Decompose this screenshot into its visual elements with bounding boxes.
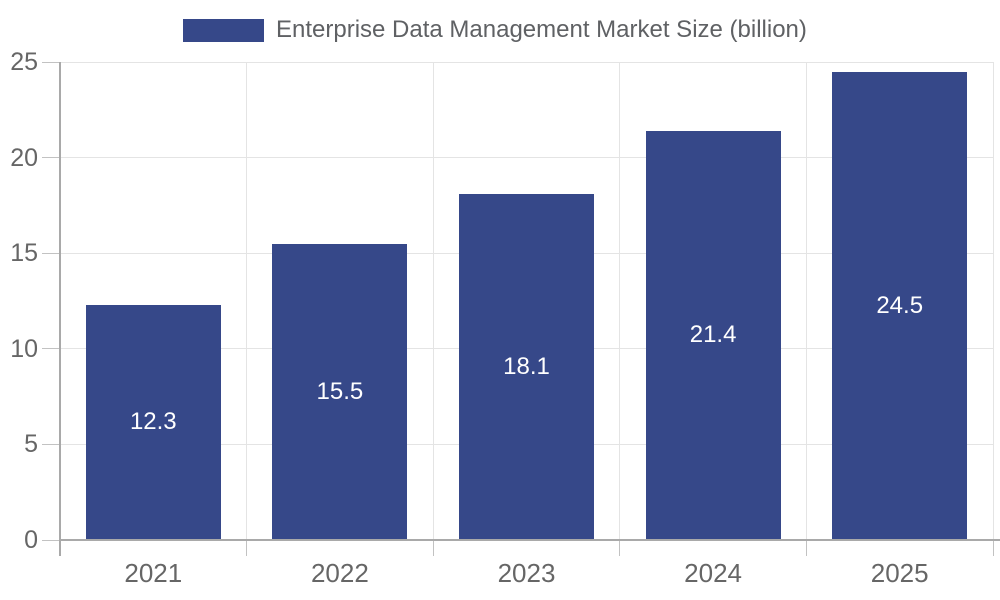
x-tick-mark <box>246 541 248 556</box>
y-tick-mark <box>42 539 59 541</box>
y-tick-label: 25 <box>10 48 38 76</box>
y-tick-mark <box>42 252 59 254</box>
x-tick-mark <box>432 541 434 556</box>
bar[interactable] <box>832 71 968 540</box>
x-tick-mark <box>992 541 994 556</box>
y-tick-label: 15 <box>10 239 38 268</box>
bar[interactable] <box>459 193 594 540</box>
y-tick-mark <box>42 348 59 350</box>
y-gridline <box>60 157 993 159</box>
x-tick-label: 2021 <box>124 558 183 588</box>
bar-value-label: 15.5 <box>316 377 364 405</box>
y-tick-label: 10 <box>10 334 38 363</box>
bar[interactable] <box>272 243 408 540</box>
x-tick-label: 2025 <box>870 558 929 588</box>
bar-value-label: 21.4 <box>689 321 737 349</box>
bar-value-label: 12.3 <box>129 408 177 436</box>
bar-value-label: 24.5 <box>876 291 924 319</box>
legend-label: Enterprise Data Management Market Size (… <box>276 16 807 43</box>
x-gridline <box>246 62 248 540</box>
bar[interactable] <box>85 304 221 540</box>
y-tick-mark <box>42 157 59 159</box>
x-gridline <box>432 62 434 540</box>
x-tick-label: 2023 <box>497 558 556 588</box>
y-gridline <box>60 61 993 63</box>
chart-legend[interactable]: Enterprise Data Management Market Size (… <box>183 16 807 44</box>
bar-value-label: 18.1 <box>503 352 550 380</box>
x-gridline <box>619 62 621 540</box>
bar[interactable] <box>645 130 781 540</box>
y-tick-mark <box>42 61 59 63</box>
x-tick-mark <box>619 541 621 556</box>
x-tick-label: 2022 <box>310 558 369 588</box>
y-axis-line <box>59 62 61 556</box>
y-tick-label: 0 <box>24 526 38 554</box>
x-tick-mark <box>805 541 807 556</box>
x-gridline <box>992 62 994 540</box>
x-gridline <box>805 62 807 540</box>
y-tick-mark <box>42 443 59 445</box>
y-tick-label: 20 <box>10 143 38 172</box>
x-tick-label: 2024 <box>684 558 743 588</box>
legend-swatch <box>183 18 264 42</box>
y-tick-label: 5 <box>24 430 38 459</box>
x-axis-line <box>60 539 1000 541</box>
